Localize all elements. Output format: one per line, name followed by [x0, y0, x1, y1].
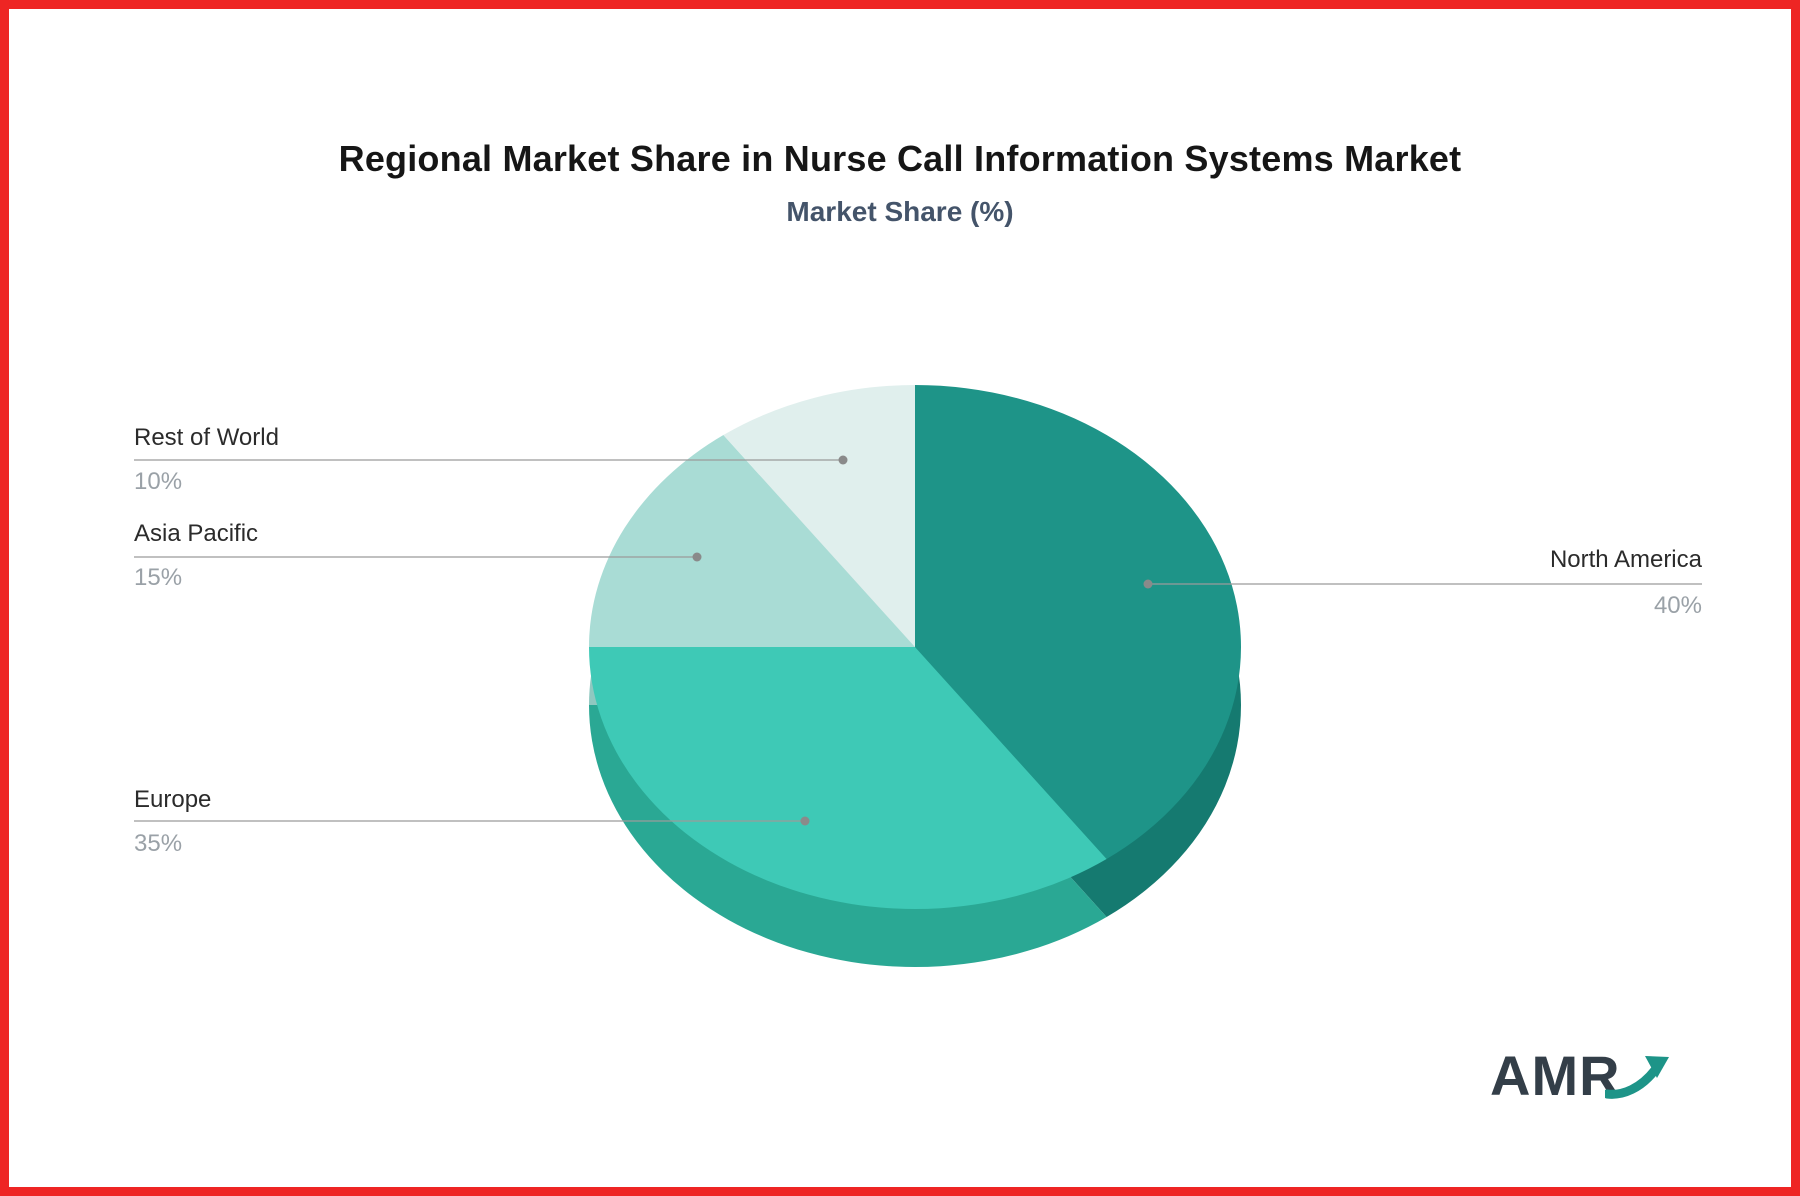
slice-value-rest-of-world: 10%: [134, 468, 183, 495]
pie-slice-rest-of-world[interactable]: [723, 385, 915, 647]
slice-value-asia-pacific: 15%: [134, 564, 183, 591]
amr-logo-arrow-icon: [1604, 1056, 1669, 1099]
slice-label-asia-pacific: Asia Pacific: [134, 520, 259, 547]
pie-slice-europe[interactable]: [589, 647, 1107, 910]
amr-logo-text: AMR: [1490, 1044, 1621, 1107]
leader-dot-rest-of-world: [838, 455, 848, 465]
amr-logo: AMR: [1490, 1048, 1671, 1104]
slice-label-europe: Europe: [134, 786, 212, 813]
leader-dot-asia-pacific: [692, 552, 702, 562]
leader-dot-north-america: [1143, 579, 1153, 589]
leader-lines-layer: [134, 455, 1702, 826]
pie-slice-asia-pacific[interactable]: [589, 435, 915, 647]
slice-label-rest-of-world: Rest of World: [134, 424, 279, 451]
pie-slices-layer: [589, 385, 1242, 910]
slice-value-europe: 35%: [134, 830, 183, 857]
chart-subtitle: Market Share (%): [786, 196, 1014, 227]
chart-title: Regional Market Share in Nurse Call Info…: [338, 138, 1462, 179]
pie-slice-north-america[interactable]: [915, 385, 1242, 859]
slice-label-north-america: North America: [1549, 546, 1702, 573]
leader-dot-europe: [800, 816, 810, 826]
slice-value-north-america: 40%: [1653, 592, 1702, 619]
